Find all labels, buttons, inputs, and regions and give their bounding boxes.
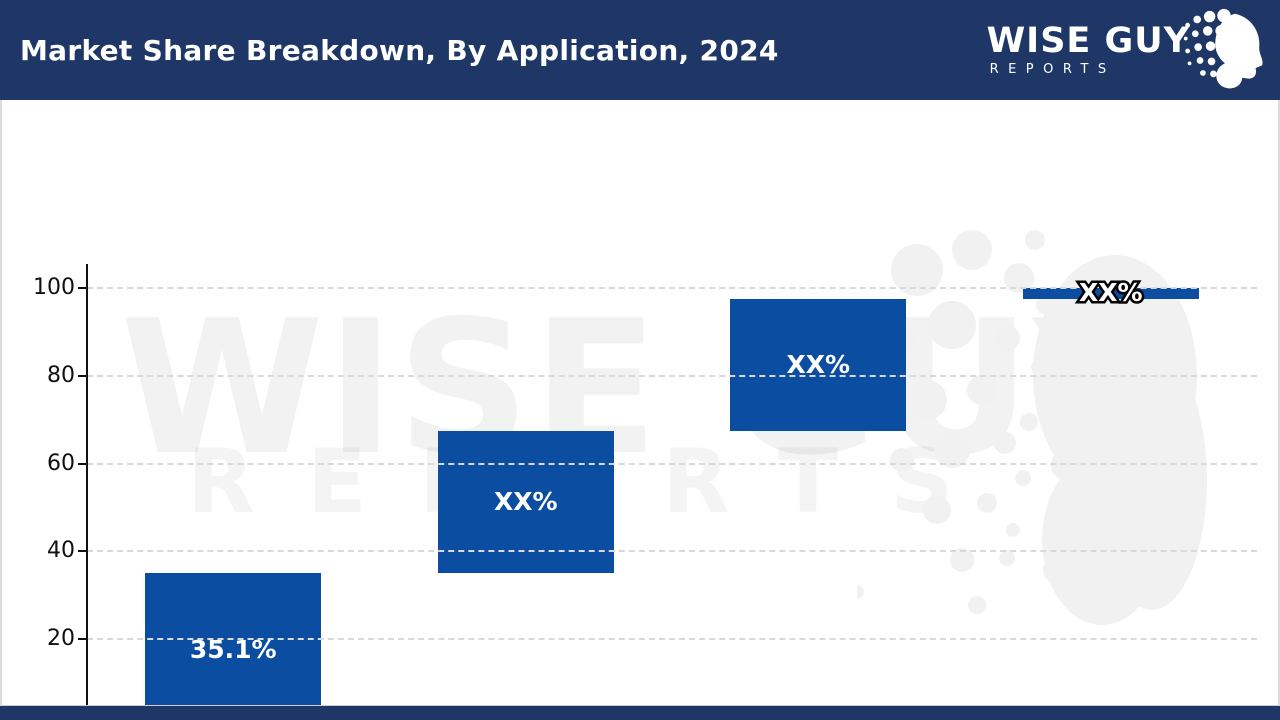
y-tick-label-40: 40 [47,538,75,564]
y-tick-mark [78,550,87,553]
waterfall-chart: 35.1%XX%XX%XX%020406080100InspectionMain… [2,100,1278,705]
y-tick-mark [78,462,87,465]
header-bar: Market Share Breakdown, By Application, … [0,0,1280,100]
logo-wordmark: WISE GUY [986,21,1190,61]
logo-text: WISE GUY REPORTS [986,21,1190,77]
wiseguy-logo: WISE GUY REPORTS [987,6,1266,94]
bar-label-maintenance: XX% [493,486,558,516]
chart-area: WISE GUY REPORTS 35.1%XX%XX%XX%020406080… [0,100,1280,706]
y-tick-label-60: 60 [47,450,75,476]
gridline-100 [87,287,1257,289]
page-title: Market Share Breakdown, By Application, … [20,33,779,67]
bar-logistics [1022,288,1199,299]
gridline-40 [87,550,1257,553]
y-tick-label-100: 100 [33,275,75,300]
bar-maintenance [437,430,614,573]
bar-label-monitoring: XX% [786,349,851,379]
gridline-80 [87,374,1257,377]
bar-label-inspection: 35.1% [189,634,277,664]
gridline-20 [87,638,1257,641]
logo-head-icon [1183,8,1263,89]
bar-label-logistics: XX% [1076,276,1145,310]
y-tick-label-20: 20 [47,626,75,652]
y-tick-mark [78,638,87,641]
logo-subtext: REPORTS [989,62,1116,77]
bar-monitoring [730,298,907,431]
y-tick-mark [78,374,87,377]
gridline-60 [87,462,1257,465]
footer-bar [0,706,1280,720]
y-tick-label-80: 80 [47,362,75,388]
y-axis-line [86,264,88,705]
y-tick-mark [78,287,87,289]
